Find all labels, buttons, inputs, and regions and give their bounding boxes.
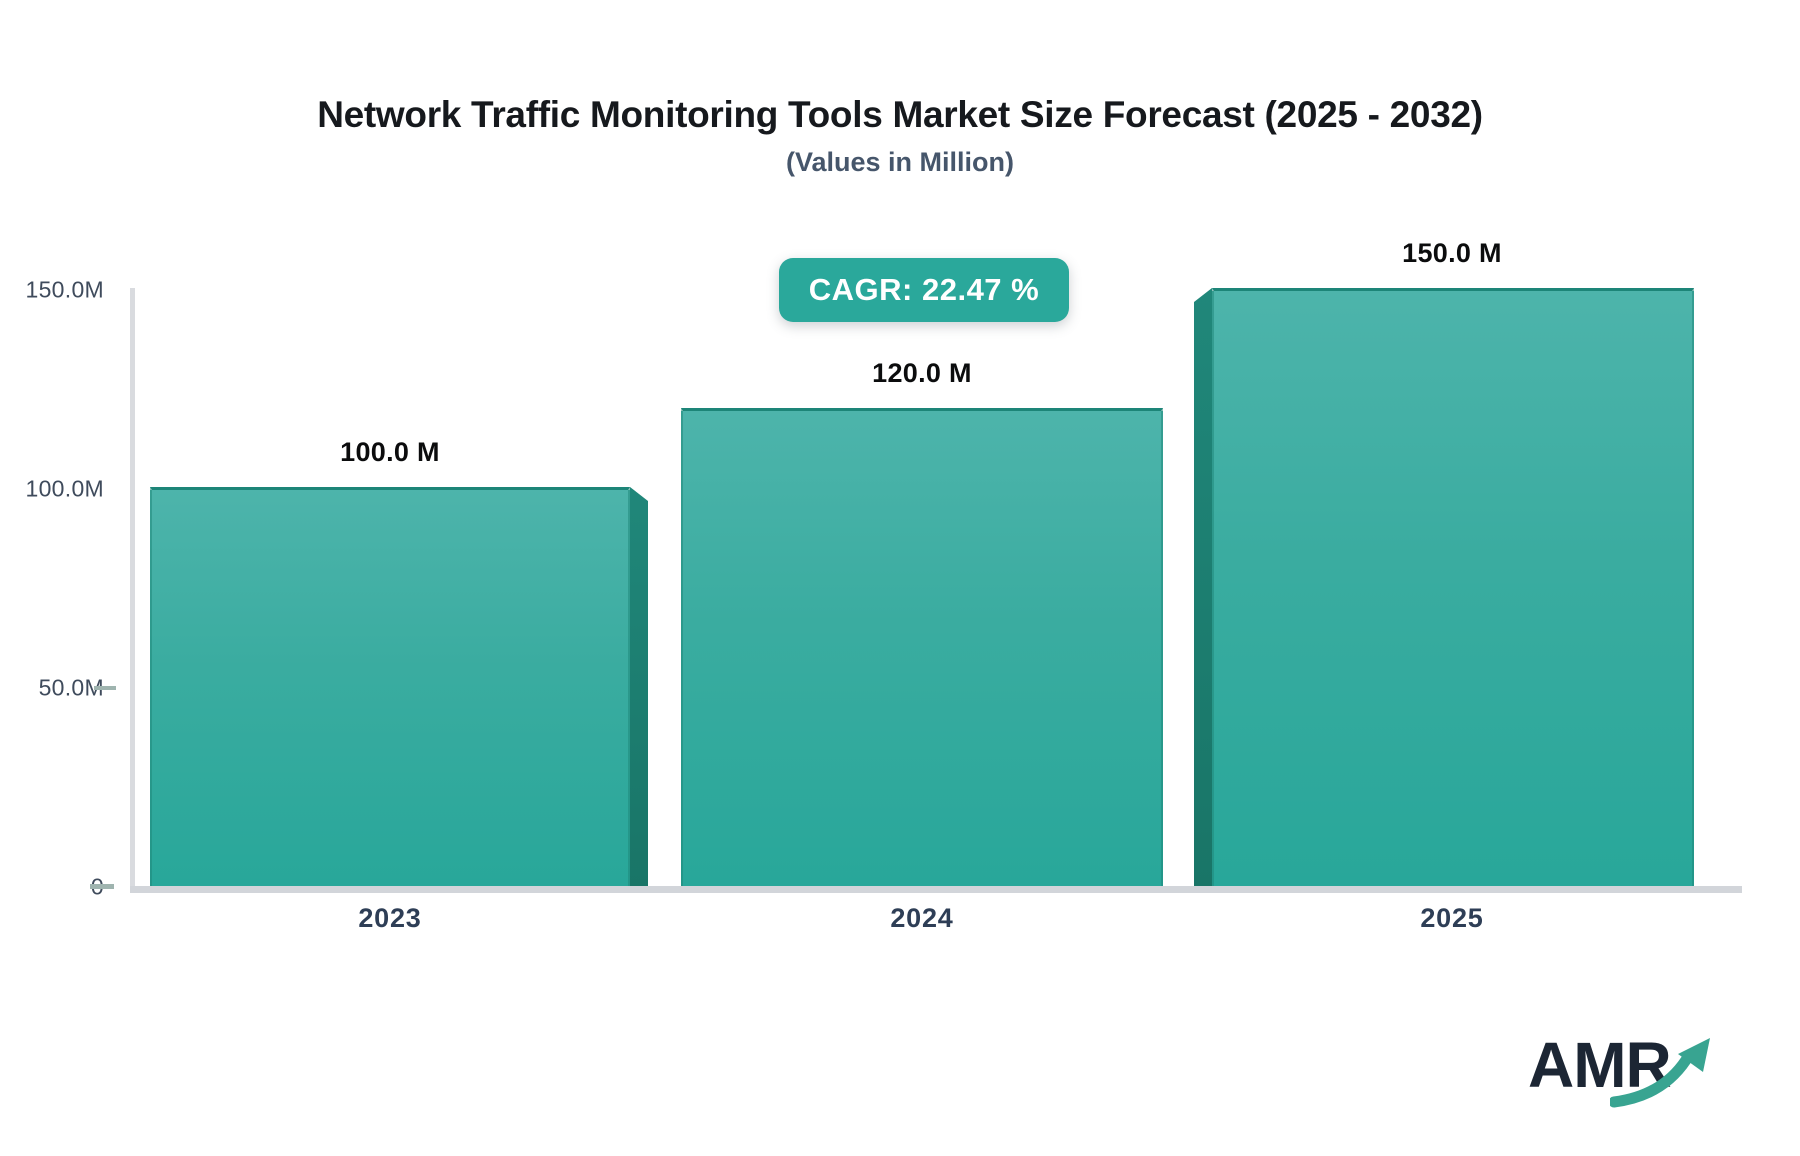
bar-2025 bbox=[1212, 288, 1694, 886]
chart-title: Network Traffic Monitoring Tools Market … bbox=[317, 94, 1483, 135]
bar-value-label: 100.0 M bbox=[340, 437, 440, 467]
bar-value-label: 120.0 M bbox=[872, 358, 972, 388]
x-axis-label-2025: 2025 bbox=[1420, 903, 1484, 933]
cagr-badge: CAGR: 22.47 % bbox=[779, 258, 1069, 322]
chart-subtitle: (Values in Million) bbox=[785, 147, 1015, 177]
y-axis-line bbox=[130, 288, 135, 886]
bar-2023-side-face bbox=[630, 487, 648, 886]
y-axis-tick-label: 100.0M bbox=[25, 475, 104, 502]
x-axis-line bbox=[130, 886, 1742, 893]
y-axis-tick-mark bbox=[94, 686, 116, 690]
x-axis-label-2024: 2024 bbox=[890, 903, 954, 933]
y-axis-tick-mark bbox=[90, 884, 114, 889]
x-axis-label-2023: 2023 bbox=[358, 903, 422, 933]
bar-2025-side-face bbox=[1194, 288, 1212, 886]
bar-2024 bbox=[681, 408, 1163, 886]
y-axis-tick-label: 0 bbox=[0, 874, 104, 901]
bar-2023 bbox=[150, 487, 630, 886]
growth-arrow-icon bbox=[1610, 1038, 1710, 1108]
amr-logo: AMR bbox=[1528, 1028, 1738, 1118]
y-axis-tick-label: 50.0M bbox=[38, 674, 104, 701]
bar-value-label: 150.0 M bbox=[1402, 238, 1502, 268]
cagr-badge-label: CAGR: 22.47 % bbox=[808, 272, 1040, 307]
y-axis-tick-label: 150.0M bbox=[25, 276, 104, 303]
